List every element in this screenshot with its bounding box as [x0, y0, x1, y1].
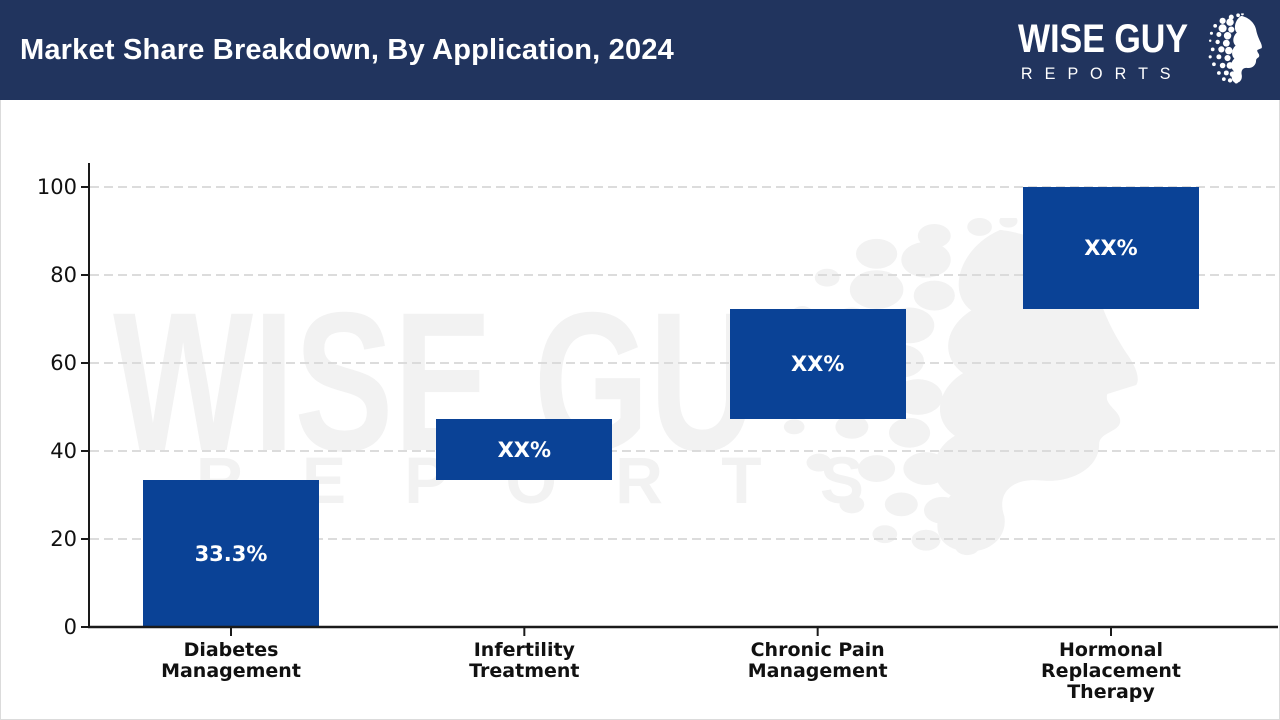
x-tick-label: Diabetes Management	[161, 639, 301, 682]
logo-sub-label: R E P O R T S	[1020, 63, 1175, 83]
watermark-brand-text: WISE GU	[113, 271, 757, 492]
axis-layer	[81, 163, 1278, 636]
bar-value-label: XX%	[790, 351, 845, 376]
bar-segment: XX%	[1023, 187, 1199, 309]
head-profile-icon	[1204, 9, 1266, 91]
bar-value-label: XX%	[1084, 235, 1138, 260]
bar-value-label: XX%	[497, 437, 552, 462]
y-tick-label: 80	[50, 263, 77, 287]
x-tick-label: Infertility Treatment	[469, 639, 580, 682]
bar-value-label: 33.3%	[194, 541, 268, 566]
bar-segment: XX%	[436, 418, 613, 481]
x-tick-label: Hormonal Replacement Therapy	[1041, 639, 1181, 703]
bar-segment: XX%	[729, 308, 906, 419]
plot-area: WISE GU R E P O R T S 33.3%XX%XX%XX%0204…	[0, 100, 1280, 720]
y-tick-label: 60	[50, 351, 77, 375]
x-tick-label: Chronic Pain Management	[747, 639, 888, 682]
y-tick-label: 100	[36, 175, 77, 199]
y-tick-label: 40	[50, 439, 77, 463]
header-bar: Market Share Breakdown, By Application, …	[0, 0, 1280, 100]
y-tick-label: 0	[63, 615, 77, 639]
logo-brand-label: WISE GUY	[1017, 16, 1188, 61]
y-tick-label: 20	[50, 527, 77, 551]
brand-logo-text: WISE GUY R E P O R T S	[1018, 19, 1218, 82]
brand-logo: WISE GUY R E P O R T S	[1018, 9, 1266, 91]
page-title: Market Share Breakdown, By Application, …	[20, 33, 674, 66]
bar-segment: 33.3%	[143, 480, 319, 627]
